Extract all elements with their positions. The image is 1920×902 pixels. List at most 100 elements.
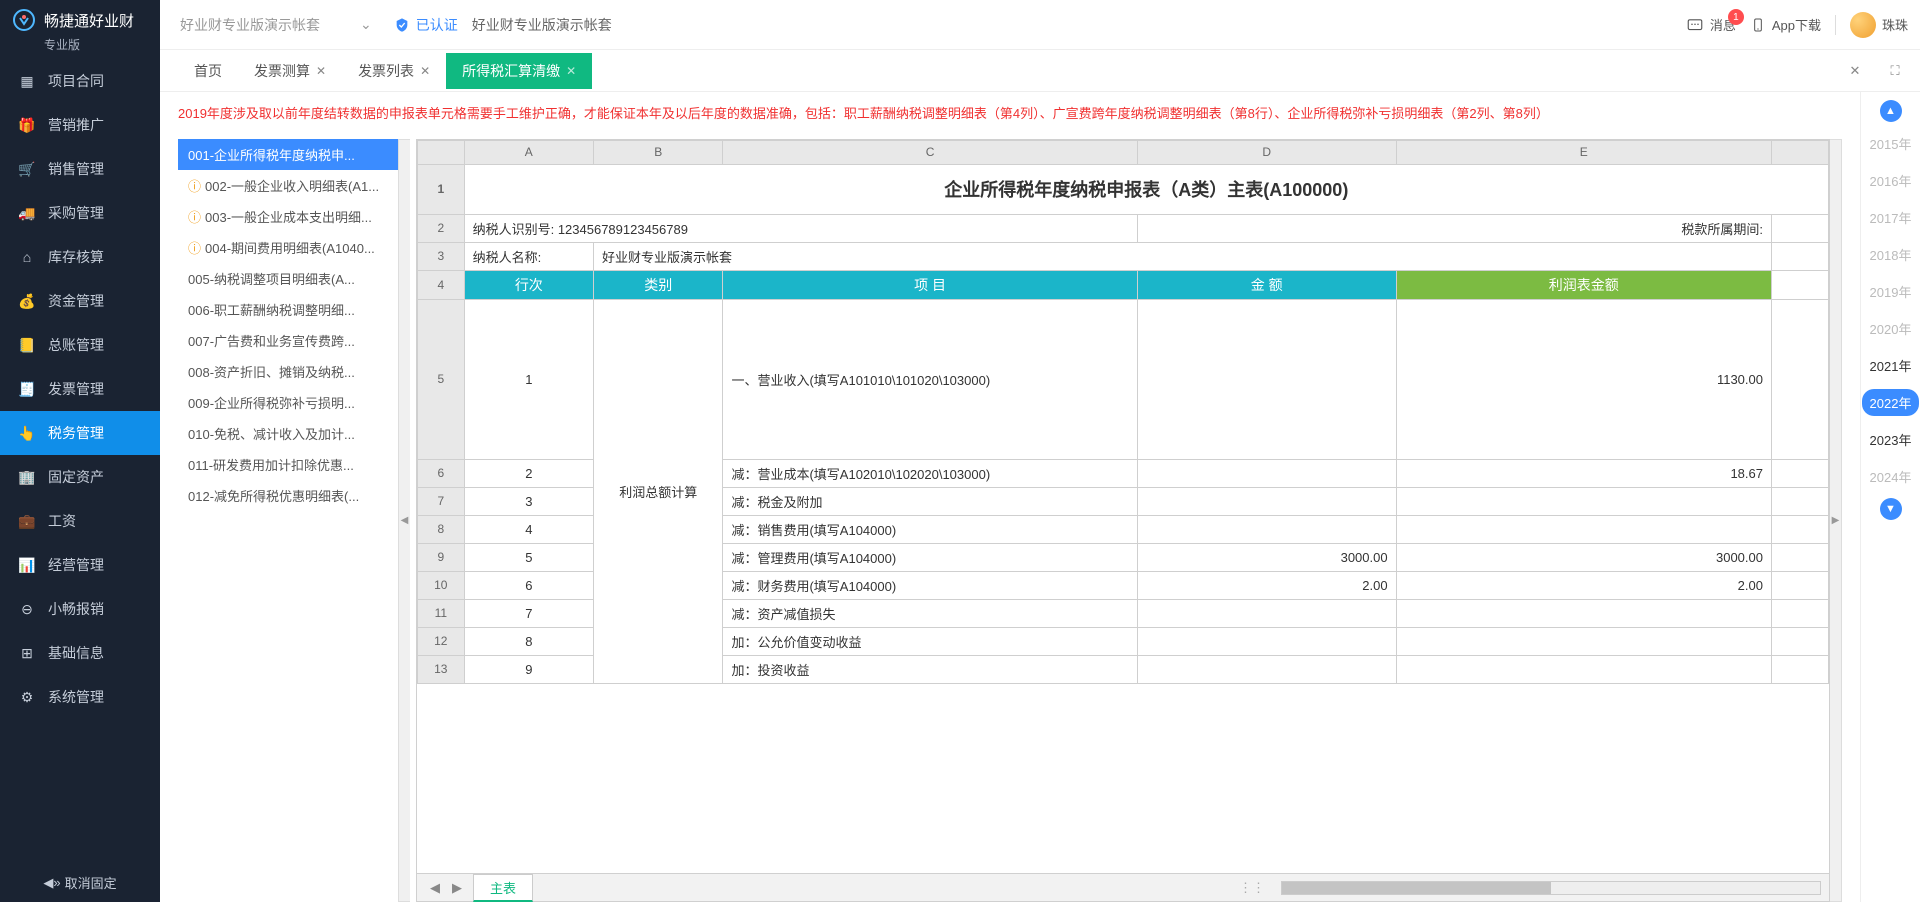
cell[interactable] <box>1771 543 1828 571</box>
form-item-8[interactable]: 009-企业所得税弥补亏损明... <box>178 387 398 418</box>
year-down-button[interactable]: ▼ <box>1880 498 1902 520</box>
year-2020年[interactable]: 2020年 <box>1862 315 1920 342</box>
form-item-4[interactable]: 005-纳税调整项目明细表(A... <box>178 263 398 294</box>
cell[interactable] <box>1396 599 1771 627</box>
close-all-tabs-button[interactable]: ✕ <box>1840 56 1870 86</box>
year-2017年[interactable]: 2017年 <box>1862 204 1920 231</box>
year-2016年[interactable]: 2016年 <box>1862 167 1920 194</box>
cell[interactable]: 减：营业成本(填写A102010\102020\103000) <box>723 459 1137 487</box>
year-2024年[interactable]: 2024年 <box>1862 463 1920 490</box>
cell[interactable]: 4 <box>464 515 593 543</box>
sidebar-item-1[interactable]: 🎁营销推广 <box>0 103 160 147</box>
year-2022年[interactable]: 2022年 <box>1862 389 1920 416</box>
cell[interactable]: 3000.00 <box>1137 543 1396 571</box>
cell[interactable]: 纳税人名称: <box>464 242 593 270</box>
unpin-button[interactable]: ◀» 取消固定 <box>0 863 160 902</box>
year-2023年[interactable]: 2023年 <box>1862 426 1920 453</box>
cell[interactable]: 纳税人识别号: 123456789123456789 <box>464 214 1137 242</box>
cell[interactable]: 一、营业收入(填写A101010\101020\103000) <box>723 299 1137 459</box>
cell[interactable]: 7 <box>464 599 593 627</box>
cell[interactable]: 减：资产减值损失 <box>723 599 1137 627</box>
cell[interactable] <box>1137 515 1396 543</box>
cell[interactable]: 3000.00 <box>1396 543 1771 571</box>
cell[interactable] <box>1396 515 1771 543</box>
expand-handle[interactable]: ▶ <box>1830 139 1842 902</box>
tab-close-icon[interactable]: ✕ <box>420 64 430 78</box>
collapse-handle[interactable]: ◀ <box>398 139 410 902</box>
cell[interactable]: 8 <box>464 627 593 655</box>
cell[interactable]: 9 <box>464 655 593 683</box>
row-header[interactable]: 9 <box>418 543 465 571</box>
row-header[interactable]: 6 <box>418 459 465 487</box>
sidebar-item-13[interactable]: ⊞基础信息 <box>0 631 160 675</box>
year-2015年[interactable]: 2015年 <box>1862 130 1920 157</box>
cell[interactable] <box>1771 599 1828 627</box>
account-select[interactable]: 好业财专业版演示帐套 ⌄ <box>172 11 380 39</box>
col-header[interactable]: B <box>594 140 723 164</box>
sidebar-item-7[interactable]: 🧾发票管理 <box>0 367 160 411</box>
cell[interactable]: 好业财专业版演示帐套 <box>594 242 1772 270</box>
cell[interactable]: 减：税金及附加 <box>723 487 1137 515</box>
sidebar-item-10[interactable]: 💼工资 <box>0 499 160 543</box>
cell[interactable] <box>1771 487 1828 515</box>
tab-close-icon[interactable]: ✕ <box>316 64 326 78</box>
form-item-6[interactable]: 007-广告费和业务宣传费跨... <box>178 325 398 356</box>
cell[interactable] <box>1137 627 1396 655</box>
app-download-button[interactable]: App下载 <box>1750 15 1821 34</box>
sidebar-item-8[interactable]: 👆税务管理 <box>0 411 160 455</box>
sidebar-item-11[interactable]: 📊经营管理 <box>0 543 160 587</box>
cell[interactable]: 加：公允价值变动收益 <box>723 627 1137 655</box>
horizontal-scrollbar[interactable] <box>1281 881 1821 895</box>
cell[interactable]: 2.00 <box>1396 571 1771 599</box>
cell[interactable] <box>1137 599 1396 627</box>
cell[interactable]: 减：管理费用(填写A104000) <box>723 543 1137 571</box>
cell[interactable]: 5 <box>464 543 593 571</box>
row-header[interactable]: 2 <box>418 214 465 242</box>
form-item-0[interactable]: 001-企业所得税年度纳税申... <box>178 139 398 170</box>
cell[interactable] <box>1137 655 1396 683</box>
cell[interactable] <box>1771 515 1828 543</box>
cell[interactable]: 3 <box>464 487 593 515</box>
col-header[interactable]: E <box>1396 140 1771 164</box>
cell[interactable] <box>1137 299 1396 459</box>
row-header[interactable]: 5 <box>418 299 465 459</box>
form-item-1[interactable]: ⓘ002-一般企业收入明细表(A1... <box>178 170 398 201</box>
tab-2[interactable]: 发票列表✕ <box>342 53 446 89</box>
row-header[interactable]: 3 <box>418 242 465 270</box>
tab-1[interactable]: 发票测算✕ <box>238 53 342 89</box>
sidebar-item-14[interactable]: ⚙系统管理 <box>0 675 160 719</box>
sheet-nav-first[interactable]: ◀ <box>425 880 445 896</box>
form-item-3[interactable]: ⓘ004-期间费用明细表(A1040... <box>178 232 398 263</box>
col-header[interactable]: C <box>723 140 1137 164</box>
sidebar-item-12[interactable]: ⊖小畅报销 <box>0 587 160 631</box>
cell[interactable] <box>1396 655 1771 683</box>
form-item-10[interactable]: 011-研发费用加计扣除优惠... <box>178 449 398 480</box>
cell[interactable]: 1130.00 <box>1396 299 1771 459</box>
fullscreen-button[interactable]: ⛶ <box>1880 56 1910 86</box>
row-header[interactable]: 4 <box>418 270 465 299</box>
message-button[interactable]: 消息 1 <box>1686 15 1736 34</box>
row-header[interactable]: 10 <box>418 571 465 599</box>
col-header[interactable]: A <box>464 140 593 164</box>
cell[interactable] <box>1771 214 1828 242</box>
cell[interactable]: 2.00 <box>1137 571 1396 599</box>
cell[interactable]: 减：财务费用(填写A104000) <box>723 571 1137 599</box>
cell[interactable] <box>1771 459 1828 487</box>
sheet-menu-icon[interactable]: ⋮⋮ <box>1239 880 1265 896</box>
user-menu[interactable]: 珠珠 <box>1850 12 1908 38</box>
tab-close-icon[interactable]: ✕ <box>566 64 576 78</box>
cell[interactable]: 利润总额计算 <box>594 299 723 683</box>
cell[interactable] <box>1771 655 1828 683</box>
cell[interactable]: 加：投资收益 <box>723 655 1137 683</box>
cell[interactable]: 1 <box>464 299 593 459</box>
cell[interactable]: 减：销售费用(填写A104000) <box>723 515 1137 543</box>
row-header[interactable]: 7 <box>418 487 465 515</box>
cell[interactable] <box>1771 627 1828 655</box>
year-2021年[interactable]: 2021年 <box>1862 352 1920 379</box>
col-header[interactable] <box>1771 140 1828 164</box>
corner-cell[interactable] <box>418 140 465 164</box>
cell[interactable] <box>1137 487 1396 515</box>
year-up-button[interactable]: ▲ <box>1880 100 1902 122</box>
sidebar-item-4[interactable]: ⌂库存核算 <box>0 235 160 279</box>
row-header[interactable]: 8 <box>418 515 465 543</box>
